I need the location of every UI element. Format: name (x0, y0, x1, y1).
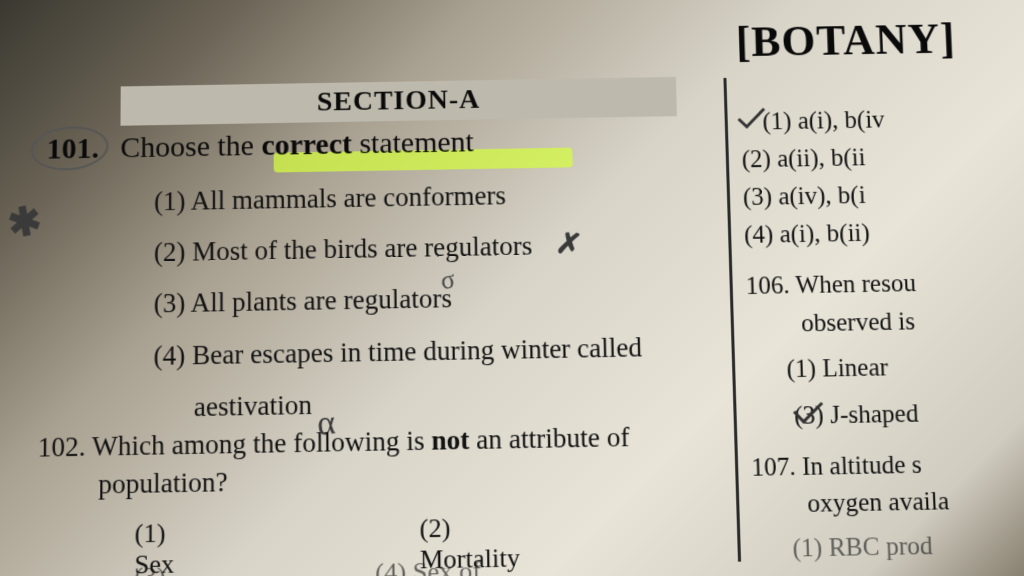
section-bar: SECTION-A (120, 77, 676, 126)
question-102: 102. Which among the following is not an… (37, 420, 727, 502)
qtext-pre: Choose the (120, 129, 261, 164)
exam-page: [BOTANY] SECTION-A 101. Choose the corre… (0, 0, 1024, 576)
right-option-4: (4) a(i), b(ii) (744, 217, 1024, 250)
q102-pre: 102. Which among the following is (38, 425, 432, 463)
right-option-2: (2) a(ii), b(ii (741, 142, 1021, 175)
subject-header: [BOTANY] (735, 13, 957, 67)
q106-line2: observed is (801, 301, 1024, 343)
q106-line1: 106. When resou (745, 263, 1024, 306)
option-1: (1) All mammals are conformers (154, 171, 714, 224)
question-number: 101. (47, 132, 100, 166)
q106-option-3-row: (3) J-shaped (788, 393, 1024, 436)
qtext-bold: correct (261, 128, 352, 162)
r1-text: (1) a(i), b(iv (762, 107, 885, 136)
option-2: (2) Most of the birds are regulators (154, 222, 715, 275)
q102-bold: not (431, 424, 469, 455)
q107-option-1: (1) RBC prod (792, 526, 1024, 568)
star-annotation: ✱ (4, 196, 45, 248)
q102-line2: population? (98, 458, 728, 501)
question-107: 107. In altitude s oxygen availa (1) RBC… (751, 445, 1024, 568)
question-106: 106. When resou observed is (1) Linear (… (745, 263, 1024, 436)
q102-line1: 102. Which among the following is not an… (38, 420, 727, 464)
option-3: (3) All plants are regulators (154, 273, 717, 326)
check-icon (736, 107, 767, 131)
right-option-3: (3) a(iv), b(i (743, 179, 1023, 212)
right-column: (1) a(i), b(iv (2) a(ii), b(ii (3) a(iv)… (740, 104, 1024, 568)
q102-option-3: (3) Natality (134, 560, 220, 576)
qtext-post: statement (352, 126, 474, 161)
q107-line2: oxygen availa (807, 482, 1024, 523)
q106-options: (1) Linear (3) J-shaped (786, 347, 1024, 436)
option-4a: (4) Bear escapes in time during winter c… (153, 324, 718, 378)
q102-option-4: (4) Sex of an individual (375, 556, 484, 576)
question-text: Choose the correct statement (120, 126, 474, 166)
check-icon (792, 398, 825, 423)
options-list: (1) All mammals are conformers (2) Most … (153, 171, 720, 438)
x-annotation: ✗ (554, 225, 584, 263)
right-option-1: (1) a(i), b(iv (740, 104, 1019, 136)
q107-line1: 107. In altitude s (751, 445, 1024, 487)
q102-post: an attribute of (469, 422, 630, 455)
section-label: SECTION-A (317, 84, 481, 118)
q106-option-1: (1) Linear (786, 347, 1024, 389)
